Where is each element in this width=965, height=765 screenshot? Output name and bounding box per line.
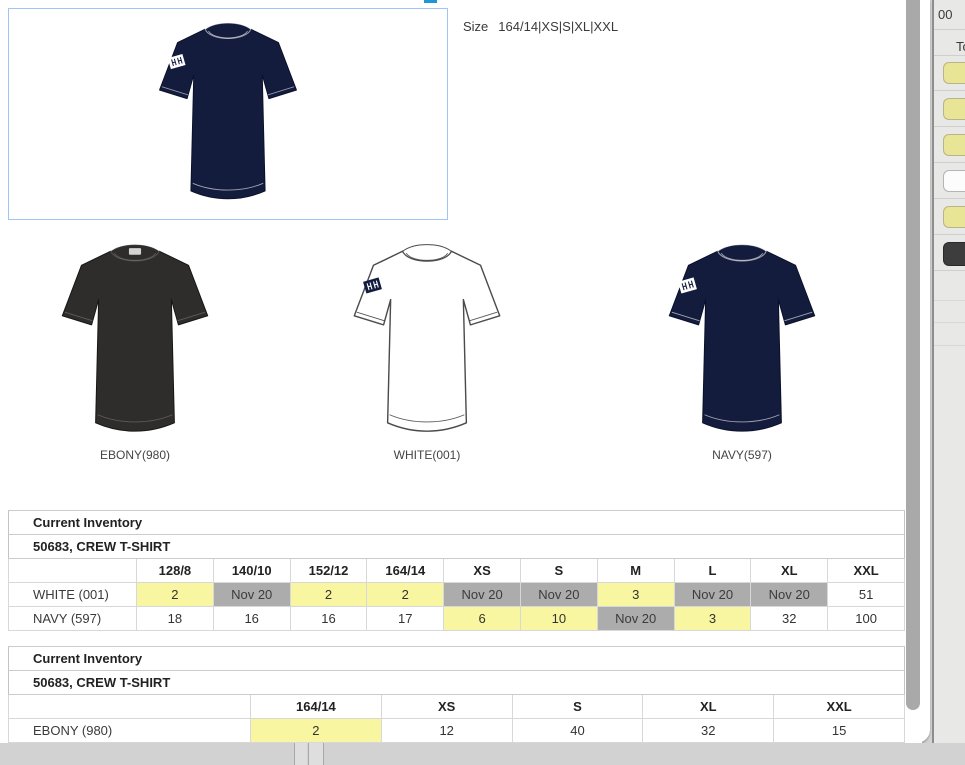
inventory-cell: Nov 20 xyxy=(673,582,752,607)
product-detail-modal: Size 164/14|XS|S|XL|XXL EBONY(980) WHITE(… xyxy=(0,0,930,744)
swatch-label: WHITE(001) xyxy=(393,448,461,462)
inventory-cell: 3 xyxy=(596,582,675,607)
table-title: Current Inventory xyxy=(8,646,905,671)
inventory-cell: 32 xyxy=(642,718,775,743)
panel-divider xyxy=(934,234,965,235)
dark-action-button[interactable] xyxy=(943,242,965,266)
row-label: NAVY (597) xyxy=(8,606,137,631)
tshirt-image-white xyxy=(341,235,513,442)
inventory-cell: Nov 20 xyxy=(750,582,829,607)
inventory-cell: Nov 20 xyxy=(596,606,675,631)
color-swatch-navy[interactable]: NAVY(597) xyxy=(652,235,832,471)
inventory-cell: 2 xyxy=(250,718,382,743)
inventory-row: WHITE (001) 2 Nov 20 2 2 Nov 20 Nov 20 3 Nov 20 N… xyxy=(8,582,905,607)
row-label: WHITE (001) xyxy=(8,582,137,607)
size-column-header: XL xyxy=(750,558,829,583)
size-column-header: 152/12 xyxy=(289,558,368,583)
tshirt-image-ebony xyxy=(49,235,221,442)
panel-divider xyxy=(934,55,965,56)
size-column-header: 164/14 xyxy=(250,694,382,719)
inventory-cell: 16 xyxy=(289,606,368,631)
inventory-row: NAVY (597) 18 16 16 17 6 10 Nov 20 3 32 100 xyxy=(8,606,905,631)
quantity-field[interactable] xyxy=(943,98,965,120)
inventory-cell: 2 xyxy=(136,582,214,607)
quantity-field[interactable] xyxy=(943,134,965,156)
inventory-table-ebony: Current Inventory 50683, CREW T-SHIRT 164/… xyxy=(8,646,905,743)
scrollbar-thumb[interactable] xyxy=(906,0,920,710)
truncated-total-value: 00 xyxy=(938,7,953,22)
size-column-header: XXL xyxy=(773,694,905,719)
inventory-cell: 12 xyxy=(380,718,513,743)
swatch-label: NAVY(597) xyxy=(712,448,772,462)
color-swatch-ebony[interactable]: EBONY(980) xyxy=(45,235,225,471)
inventory-table-white-navy: Current Inventory 50683, CREW T-SHIRT 128/… xyxy=(8,510,905,631)
size-label: Size xyxy=(463,19,489,34)
inventory-cell: 18 xyxy=(136,606,214,631)
quantity-field[interactable] xyxy=(943,206,965,228)
inventory-cell: Nov 20 xyxy=(519,582,598,607)
horizontal-scrollbar-segment[interactable] xyxy=(294,743,307,765)
panel-divider xyxy=(934,300,965,301)
row-label: EBONY (980) xyxy=(8,718,251,743)
horizontal-scrollbar-segment[interactable] xyxy=(308,743,324,765)
size-column-header: XS xyxy=(443,558,521,583)
inventory-cell: 2 xyxy=(289,582,368,607)
panel-divider xyxy=(934,270,965,271)
quantity-field[interactable] xyxy=(943,170,965,192)
inventory-cell: 10 xyxy=(519,606,598,631)
panel-divider xyxy=(934,162,965,163)
bottom-bar xyxy=(0,743,965,765)
quantity-field[interactable] xyxy=(943,62,965,84)
inventory-row: EBONY (980) 2 12 40 32 15 xyxy=(8,718,905,743)
size-column-header: S xyxy=(519,558,598,583)
table-title: Current Inventory xyxy=(8,510,905,535)
panel-divider xyxy=(934,322,965,323)
product-code: 50683, CREW T-SHIRT xyxy=(8,534,905,559)
main-product-image xyxy=(8,8,448,220)
inventory-cell: 51 xyxy=(827,582,905,607)
panel-divider xyxy=(934,345,965,346)
panel-divider xyxy=(934,126,965,127)
background-order-panel: 00 To xyxy=(932,0,965,743)
size-column-header: 140/10 xyxy=(212,558,291,583)
size-column-header: S xyxy=(511,694,644,719)
inventory-cell: 6 xyxy=(443,606,521,631)
panel-divider xyxy=(934,198,965,199)
product-code: 50683, CREW T-SHIRT xyxy=(8,670,905,695)
size-column-header: 164/14 xyxy=(366,558,445,583)
swatch-label: EBONY(980) xyxy=(99,448,171,462)
vertical-scrollbar[interactable] xyxy=(905,0,922,743)
truncated-total-label: To xyxy=(956,39,965,54)
inventory-cell: 16 xyxy=(212,606,291,631)
corner-cell xyxy=(8,558,137,583)
inventory-cell: 15 xyxy=(773,718,905,743)
size-column-header: 128/8 xyxy=(136,558,214,583)
size-value: 164/14|XS|S|XL|XXL xyxy=(498,19,619,34)
inventory-cell: Nov 20 xyxy=(212,582,291,607)
panel-divider xyxy=(934,29,965,30)
inventory-cell: 2 xyxy=(366,582,445,607)
inventory-cell: 3 xyxy=(673,606,752,631)
corner-cell xyxy=(8,694,251,719)
inventory-cell: 100 xyxy=(827,606,905,631)
inventory-cell: 32 xyxy=(750,606,829,631)
inventory-cell: Nov 20 xyxy=(443,582,521,607)
size-column-header: L xyxy=(673,558,752,583)
size-column-header: XS xyxy=(380,694,513,719)
size-column-header: M xyxy=(596,558,675,583)
panel-divider xyxy=(934,90,965,91)
color-swatch-white[interactable]: WHITE(001) xyxy=(337,235,517,471)
size-column-header: XXL xyxy=(827,558,905,583)
size-line: Size 164/14|XS|S|XL|XXL xyxy=(463,19,618,34)
size-column-header: XL xyxy=(642,694,775,719)
clipped-heading-fragment xyxy=(424,0,437,3)
tshirt-image-navy-large xyxy=(147,14,309,214)
inventory-cell: 40 xyxy=(511,718,644,743)
inventory-cell: 17 xyxy=(366,606,445,631)
tshirt-image-navy xyxy=(656,235,828,442)
